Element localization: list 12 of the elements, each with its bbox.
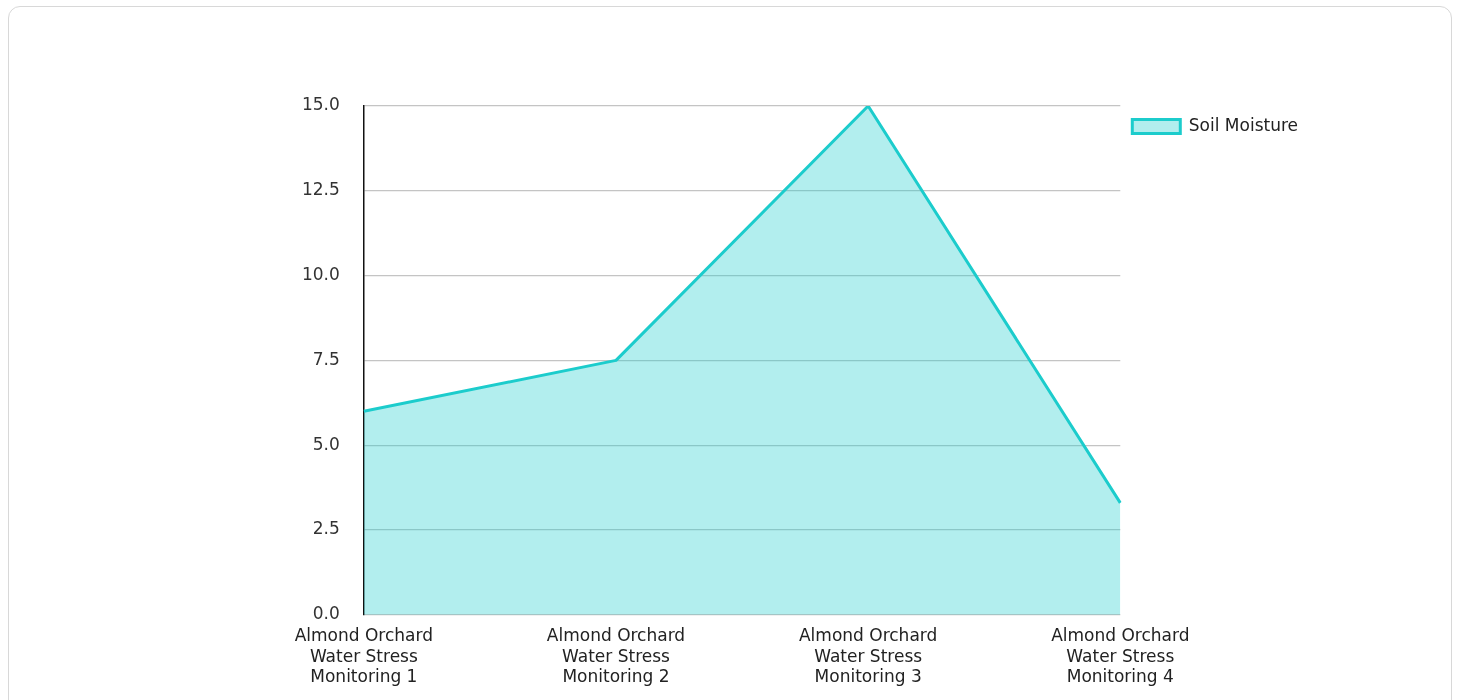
x-tick-label: Almond Orchard Water Stress Monitoring 2 [546, 625, 686, 687]
x-tick-label: Almond Orchard Water Stress Monitoring 4 [1051, 625, 1190, 687]
y-tick-label: 15.0 [301, 94, 340, 115]
y-tick-label: 5.0 [312, 433, 340, 454]
y-tick-label: 12.5 [301, 179, 340, 200]
x-tick-label: Almond Orchard Water Stress Monitoring 3 [798, 625, 938, 687]
y-tick-label: 2.5 [312, 518, 340, 539]
legend-label: Soil Moisture [1188, 114, 1299, 135]
x-tick-label: Almond Orchard Water Stress Monitoring 1 [294, 625, 434, 687]
y-tick-label: 0.0 [312, 603, 340, 624]
y-tick-label: 10.0 [301, 264, 340, 285]
y-tick-label: 7.5 [312, 348, 340, 369]
